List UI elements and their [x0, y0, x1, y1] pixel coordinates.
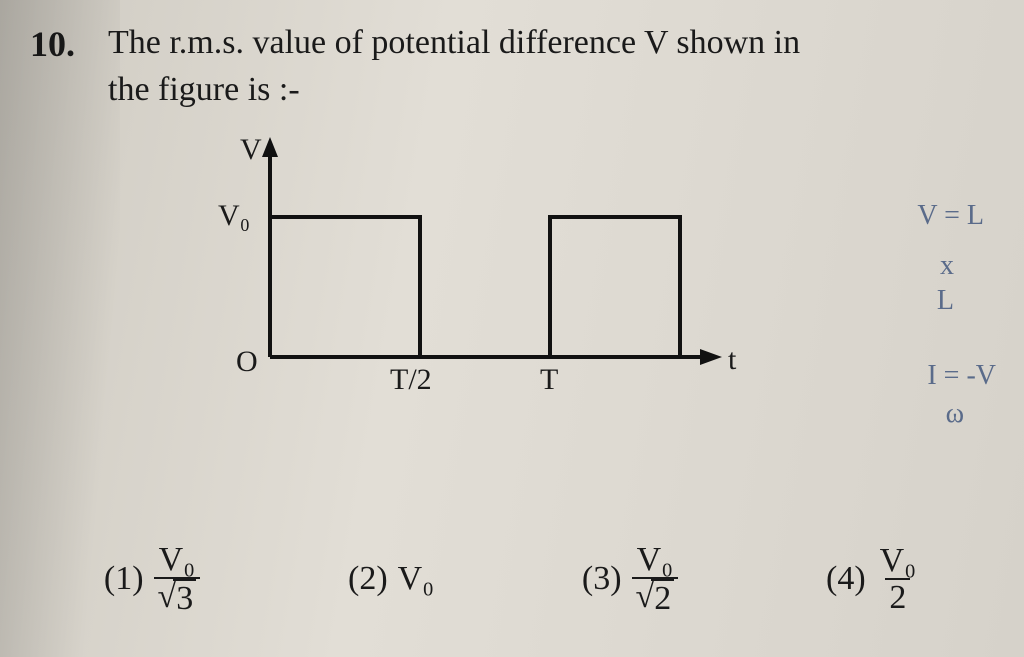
- handwriting-note-1: V = L: [917, 200, 984, 232]
- waveform-svg: [200, 127, 760, 407]
- handwriting-note-3: L: [937, 285, 954, 317]
- option-2: (2) V₀: [348, 560, 434, 598]
- option-3-den-sqrt: 2: [651, 579, 674, 617]
- waveform-figure: V V₀ O T/2 T t: [200, 127, 760, 407]
- handwriting-note-4: I = -V: [927, 360, 996, 392]
- axis-x-tick-half: T/2: [390, 363, 432, 397]
- handwriting-note-2: x: [940, 250, 954, 282]
- option-3: (3) V₀ √ 2: [582, 542, 678, 617]
- question-number: 10.: [30, 20, 90, 69]
- option-4-num: V₀: [876, 543, 920, 579]
- option-2-label: (2): [348, 560, 388, 598]
- axis-x-arrow-label: t: [728, 343, 736, 377]
- option-1-den-sqrt: 3: [173, 579, 196, 617]
- option-4-den: 2: [885, 578, 910, 616]
- option-3-label: (3): [582, 560, 622, 598]
- question-text-line2: the figure is :-: [108, 71, 994, 109]
- question-row: 10. The r.m.s. value of potential differ…: [30, 20, 994, 69]
- option-2-value: V₀: [398, 560, 434, 598]
- option-3-den: √ 2: [632, 577, 679, 617]
- axis-y-tick-v0: V₀: [218, 199, 250, 233]
- axis-x-tick-t: T: [540, 363, 558, 397]
- option-1-label: (1): [104, 560, 144, 598]
- option-1: (1) V₀ √ 3: [104, 542, 200, 617]
- page: 10. The r.m.s. value of potential differ…: [0, 0, 1024, 657]
- sqrt-icon: √ 3: [158, 579, 197, 617]
- question-text-line1: The r.m.s. value of potential difference…: [108, 20, 994, 66]
- axis-y-label: V: [240, 133, 262, 167]
- options-row: (1) V₀ √ 3 (2) V₀ (3) V₀ √: [30, 542, 994, 617]
- option-4: (4) V₀ 2: [826, 543, 920, 616]
- option-3-num: V₀: [633, 542, 677, 578]
- option-1-den: √ 3: [154, 577, 201, 617]
- option-4-fraction: V₀ 2: [876, 543, 920, 616]
- origin-label: O: [236, 345, 258, 379]
- option-4-label: (4): [826, 560, 866, 598]
- option-3-fraction: V₀ √ 2: [632, 542, 679, 617]
- sqrt-icon: √ 2: [636, 579, 675, 617]
- handwriting-note-5: ω: [946, 398, 964, 430]
- option-1-num: V₀: [155, 542, 199, 578]
- option-1-fraction: V₀ √ 3: [154, 542, 201, 617]
